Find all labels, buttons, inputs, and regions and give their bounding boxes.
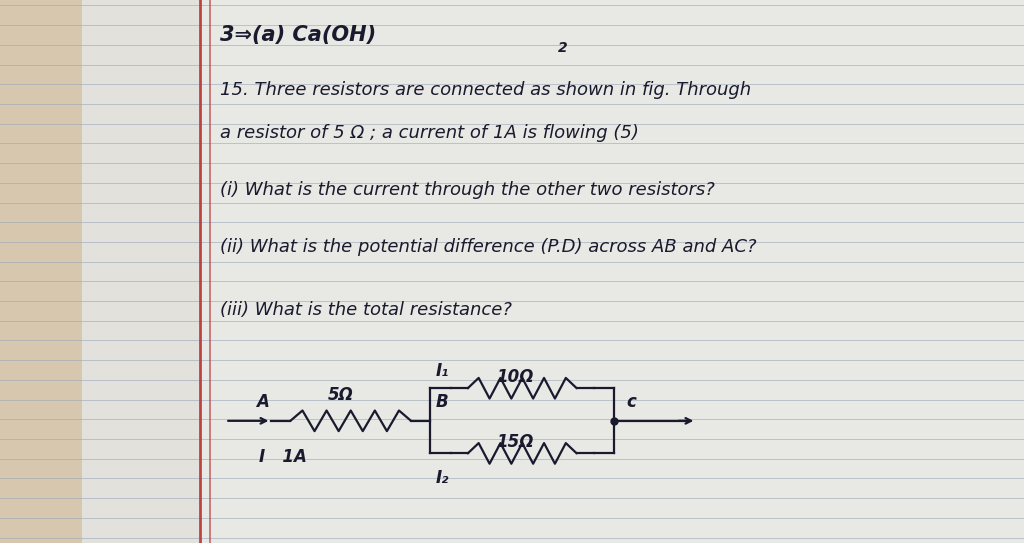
Text: (i) What is the current through the other two resistors?: (i) What is the current through the othe… bbox=[220, 181, 715, 199]
Text: 2: 2 bbox=[558, 41, 567, 55]
Text: I₁: I₁ bbox=[435, 362, 449, 380]
Text: I₂: I₂ bbox=[435, 469, 449, 487]
Text: I   1A: I 1A bbox=[259, 447, 307, 465]
Text: 15Ω: 15Ω bbox=[497, 433, 534, 451]
Text: 10Ω: 10Ω bbox=[497, 368, 534, 386]
Text: B: B bbox=[435, 393, 447, 411]
Text: (ii) What is the potential difference (P.D) across AB and AC?: (ii) What is the potential difference (P… bbox=[220, 238, 757, 256]
Bar bbox=[0, 0, 82, 543]
Bar bbox=[82, 0, 200, 543]
Text: a resistor of 5 Ω ; a current of 1A is flowing (5): a resistor of 5 Ω ; a current of 1A is f… bbox=[220, 124, 639, 142]
Text: 15. Three resistors are connected as shown in fig. Through: 15. Three resistors are connected as sho… bbox=[220, 81, 752, 99]
Text: 5Ω: 5Ω bbox=[328, 386, 354, 404]
Text: A: A bbox=[256, 393, 269, 411]
Text: c: c bbox=[627, 393, 637, 411]
Text: 3⇒(a) Ca(OH): 3⇒(a) Ca(OH) bbox=[220, 25, 376, 45]
Text: (iii) What is the total resistance?: (iii) What is the total resistance? bbox=[220, 301, 512, 319]
